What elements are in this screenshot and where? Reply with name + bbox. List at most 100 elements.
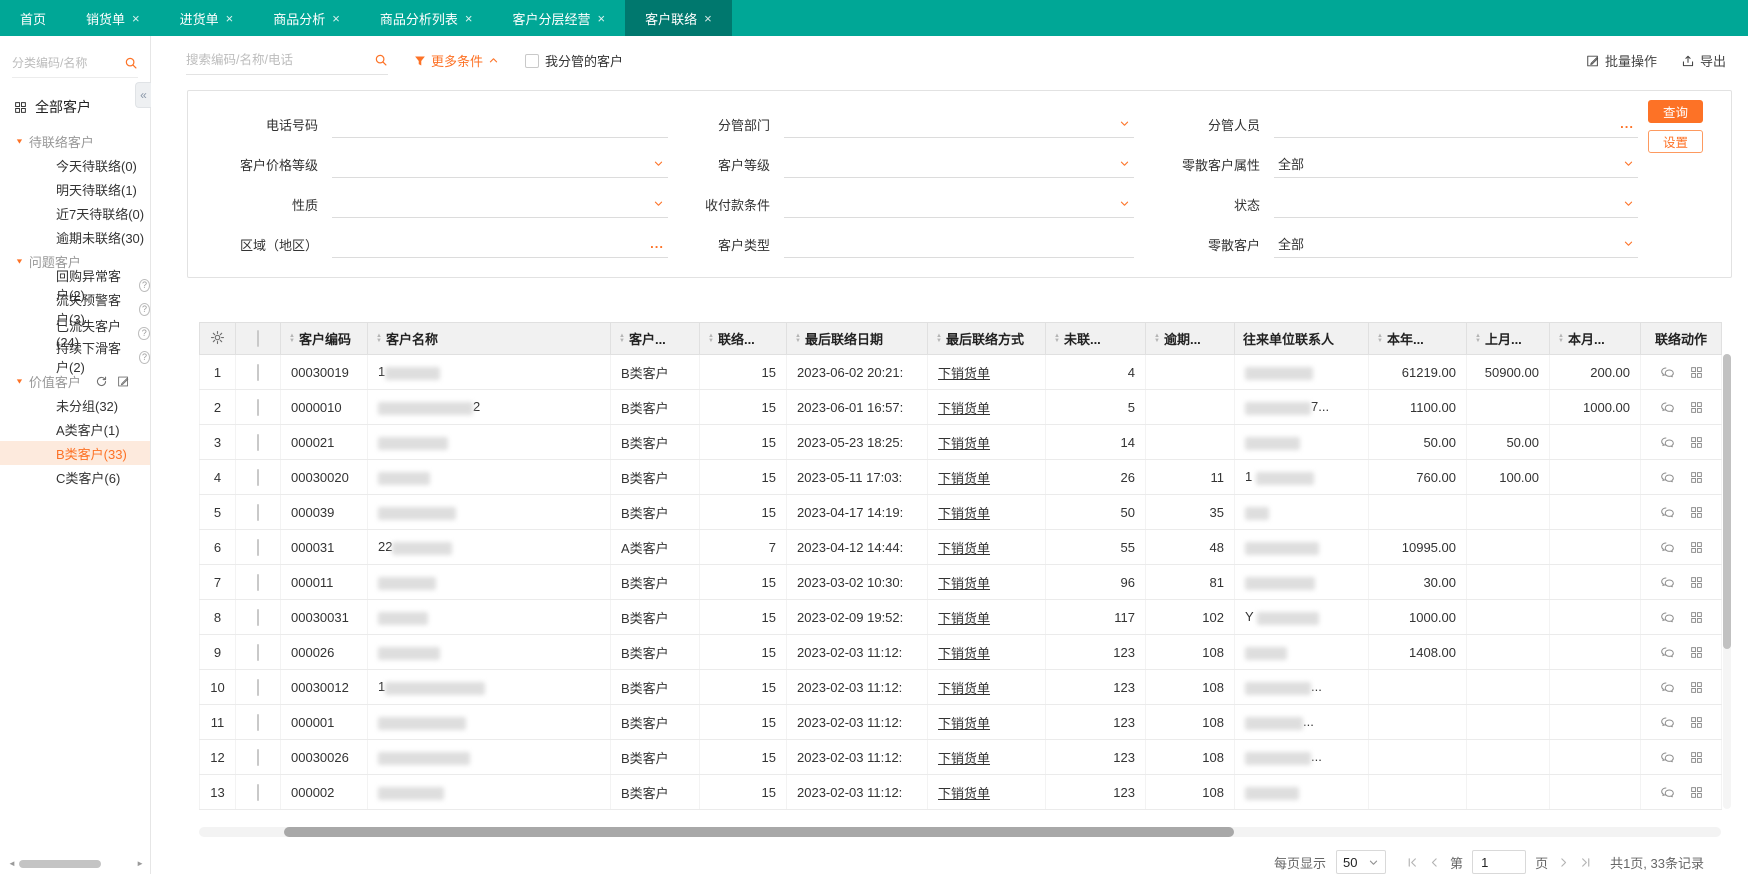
column-settings-gear-icon[interactable] xyxy=(210,330,225,345)
qr-grid-icon[interactable] xyxy=(1690,435,1703,450)
close-icon[interactable]: × xyxy=(464,10,473,26)
filter-input[interactable] xyxy=(784,231,1134,258)
export-button[interactable]: 导出 xyxy=(1681,51,1726,70)
sidebar-item-10[interactable]: ▼ 价值客户 xyxy=(0,369,150,393)
wechat-icon[interactable] xyxy=(1660,540,1675,555)
col-header-8[interactable]: ▲ ▼ 未联... xyxy=(1045,322,1146,355)
tab-2[interactable]: 进货单 × xyxy=(160,0,254,36)
filter-select[interactable] xyxy=(784,151,1134,178)
filter-select[interactable] xyxy=(784,111,1134,138)
col-header-13[interactable]: ▲ ▼ 本月... xyxy=(1549,322,1641,355)
close-icon[interactable]: × xyxy=(597,10,606,26)
sidebar-item-5[interactable]: ▼ 问题客户 xyxy=(0,249,150,273)
help-icon[interactable]: ? xyxy=(138,278,150,292)
page-number-input[interactable] xyxy=(1472,850,1527,874)
help-icon[interactable]: ? xyxy=(138,326,150,340)
tab-0[interactable]: 首页 xyxy=(0,0,66,36)
sort-icon[interactable]: ▲ ▼ xyxy=(619,332,625,344)
prev-page-icon[interactable] xyxy=(1428,856,1441,869)
sort-icon[interactable]: ▲ ▼ xyxy=(1475,332,1481,344)
sidebar-collapse-button[interactable]: « xyxy=(135,82,151,108)
sidebar-item-7[interactable]: 流失预警客户(3)? xyxy=(0,293,150,327)
row-checkbox[interactable] xyxy=(257,503,259,521)
row-checkbox[interactable] xyxy=(257,573,259,591)
table-vscrollbar[interactable] xyxy=(1723,354,1731,809)
close-icon[interactable]: × xyxy=(704,10,712,26)
my-customers-checkbox[interactable] xyxy=(525,53,540,68)
qr-grid-icon[interactable] xyxy=(1690,715,1703,730)
last-contact-link[interactable]: 下销货单 xyxy=(938,435,991,451)
filter-select[interactable] xyxy=(1274,191,1638,218)
my-customers-filter[interactable]: 我分管的客户 xyxy=(525,51,623,70)
sort-icon[interactable]: ▲ ▼ xyxy=(708,332,714,344)
wechat-icon[interactable] xyxy=(1660,785,1675,800)
sidebar-item-12[interactable]: A类客户(1) xyxy=(0,417,150,441)
scrollbar-track[interactable] xyxy=(18,860,133,868)
tab-4[interactable]: 商品分析列表 × xyxy=(360,0,493,36)
row-checkbox[interactable] xyxy=(257,643,259,661)
sidebar-item-9[interactable]: 持续下滑客户(2)? xyxy=(0,341,150,375)
wechat-icon[interactable] xyxy=(1660,750,1675,765)
wechat-icon[interactable] xyxy=(1660,715,1675,730)
col-header-3[interactable]: ▲ ▼ 客户名称 xyxy=(367,322,611,355)
search-icon[interactable] xyxy=(374,53,388,67)
more-conditions-toggle[interactable]: 更多条件 xyxy=(414,51,499,70)
filter-select[interactable] xyxy=(784,191,1134,218)
close-icon[interactable]: × xyxy=(332,10,340,26)
tab-3[interactable]: 商品分析 × xyxy=(253,0,360,36)
row-checkbox[interactable] xyxy=(257,678,259,696)
close-icon[interactable]: × xyxy=(132,10,140,26)
col-header-6[interactable]: ▲ ▼ 最后联络日期 xyxy=(786,322,928,355)
vscrollbar-thumb[interactable] xyxy=(1723,354,1731,649)
sidebar-item-8[interactable]: 已流失客户(24)? xyxy=(0,319,150,350)
first-page-icon[interactable] xyxy=(1406,856,1419,869)
settings-button[interactable]: 设置 xyxy=(1648,130,1703,153)
col-header-0[interactable] xyxy=(199,322,236,355)
last-contact-link[interactable]: 下销货单 xyxy=(938,470,991,486)
wechat-icon[interactable] xyxy=(1660,610,1675,625)
qr-grid-icon[interactable] xyxy=(1690,365,1703,380)
batch-actions-button[interactable]: 批量操作 xyxy=(1586,51,1657,70)
sort-icon[interactable]: ▲ ▼ xyxy=(795,332,801,344)
last-contact-link[interactable]: 下销货单 xyxy=(938,645,991,661)
qr-grid-icon[interactable] xyxy=(1690,400,1703,415)
col-header-5[interactable]: ▲ ▼ 联络... xyxy=(699,322,787,355)
wechat-icon[interactable] xyxy=(1660,505,1675,520)
sidebar-item-14[interactable]: C类客户(6) xyxy=(0,465,150,489)
select-all-checkbox[interactable] xyxy=(257,330,259,347)
sort-icon[interactable]: ▲ ▼ xyxy=(376,332,382,344)
scrollbar-thumb[interactable] xyxy=(18,860,102,868)
sidebar-item-1[interactable]: 今天待联络(0) xyxy=(0,153,150,177)
sidebar-item-6[interactable]: 回购异常客户(2)? xyxy=(0,269,150,303)
customer-search-input[interactable] xyxy=(186,53,374,67)
sidebar-item-11[interactable]: 未分组(32) xyxy=(0,393,150,417)
tab-6[interactable]: 客户联络 × xyxy=(625,0,732,36)
filter-select[interactable] xyxy=(332,151,668,178)
qr-grid-icon[interactable] xyxy=(1690,540,1703,555)
edit-icon[interactable] xyxy=(117,375,130,388)
filter-picker[interactable]: ... xyxy=(332,231,668,258)
wechat-icon[interactable] xyxy=(1660,645,1675,660)
col-header-12[interactable]: ▲ ▼ 上月... xyxy=(1466,322,1550,355)
last-contact-link[interactable]: 下销货单 xyxy=(938,365,991,381)
col-header-1[interactable] xyxy=(235,322,281,355)
last-contact-link[interactable]: 下销货单 xyxy=(938,575,991,591)
qr-grid-icon[interactable] xyxy=(1690,785,1703,800)
row-checkbox[interactable] xyxy=(257,398,259,416)
filter-select[interactable] xyxy=(332,191,668,218)
close-icon[interactable]: × xyxy=(225,10,234,26)
sidebar-item-0[interactable]: ▼ 待联络客户 xyxy=(0,129,150,153)
qr-grid-icon[interactable] xyxy=(1690,470,1703,485)
sort-icon[interactable]: ▲ ▼ xyxy=(1558,332,1564,344)
qr-grid-icon[interactable] xyxy=(1690,645,1703,660)
next-page-icon[interactable] xyxy=(1557,856,1570,869)
last-contact-link[interactable]: 下销货单 xyxy=(938,785,991,801)
last-contact-link[interactable]: 下销货单 xyxy=(938,505,991,521)
col-header-7[interactable]: ▲ ▼ 最后联络方式 xyxy=(927,322,1046,355)
hscrollbar-thumb[interactable] xyxy=(284,827,1234,837)
last-contact-link[interactable]: 下销货单 xyxy=(938,400,991,416)
sort-icon[interactable]: ▲ ▼ xyxy=(1054,332,1060,344)
query-button[interactable]: 查询 xyxy=(1648,100,1703,123)
filter-select[interactable]: 全部 xyxy=(1274,151,1638,178)
row-checkbox[interactable] xyxy=(257,713,259,731)
